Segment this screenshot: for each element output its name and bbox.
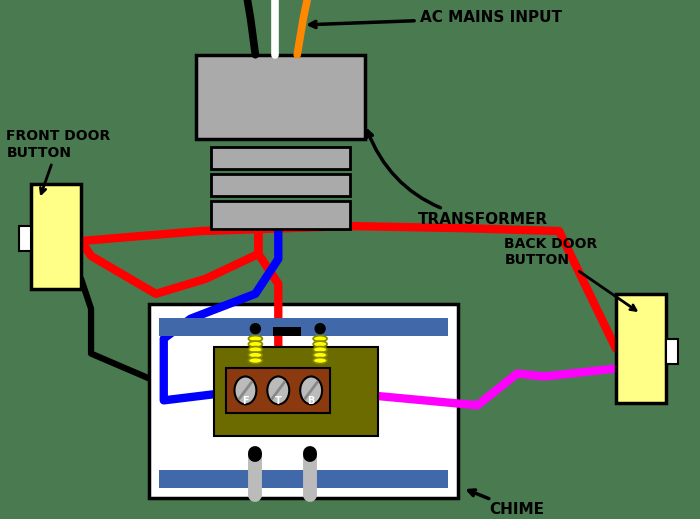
- FancyBboxPatch shape: [273, 326, 301, 336]
- Ellipse shape: [248, 352, 262, 358]
- Text: CHIME: CHIME: [469, 490, 545, 517]
- FancyBboxPatch shape: [225, 368, 330, 413]
- Text: B: B: [307, 397, 315, 406]
- FancyBboxPatch shape: [211, 174, 350, 196]
- FancyBboxPatch shape: [211, 201, 350, 229]
- Ellipse shape: [313, 341, 327, 347]
- FancyBboxPatch shape: [149, 304, 458, 498]
- FancyBboxPatch shape: [666, 338, 678, 363]
- Ellipse shape: [313, 347, 327, 352]
- Ellipse shape: [313, 352, 327, 358]
- FancyBboxPatch shape: [195, 55, 365, 140]
- Ellipse shape: [267, 376, 289, 404]
- Ellipse shape: [248, 341, 262, 347]
- Ellipse shape: [300, 376, 322, 404]
- Ellipse shape: [313, 336, 327, 342]
- Ellipse shape: [313, 358, 327, 363]
- Text: BACK DOOR
BUTTON: BACK DOOR BUTTON: [505, 237, 636, 310]
- Circle shape: [315, 324, 325, 334]
- FancyBboxPatch shape: [211, 147, 350, 169]
- Text: T: T: [275, 397, 281, 406]
- Text: FRONT DOOR
BUTTON: FRONT DOOR BUTTON: [6, 129, 111, 194]
- Text: AC MAINS INPUT: AC MAINS INPUT: [310, 10, 561, 28]
- FancyBboxPatch shape: [159, 470, 447, 488]
- FancyBboxPatch shape: [32, 184, 81, 289]
- Ellipse shape: [234, 376, 256, 404]
- FancyBboxPatch shape: [616, 294, 666, 403]
- Ellipse shape: [248, 358, 262, 363]
- FancyBboxPatch shape: [214, 347, 378, 436]
- FancyBboxPatch shape: [159, 318, 447, 336]
- Ellipse shape: [248, 336, 262, 342]
- FancyBboxPatch shape: [20, 226, 32, 251]
- Text: F: F: [242, 397, 248, 406]
- Circle shape: [251, 324, 260, 334]
- Text: TRANSFORMER: TRANSFORMER: [367, 131, 548, 227]
- Ellipse shape: [248, 347, 262, 352]
